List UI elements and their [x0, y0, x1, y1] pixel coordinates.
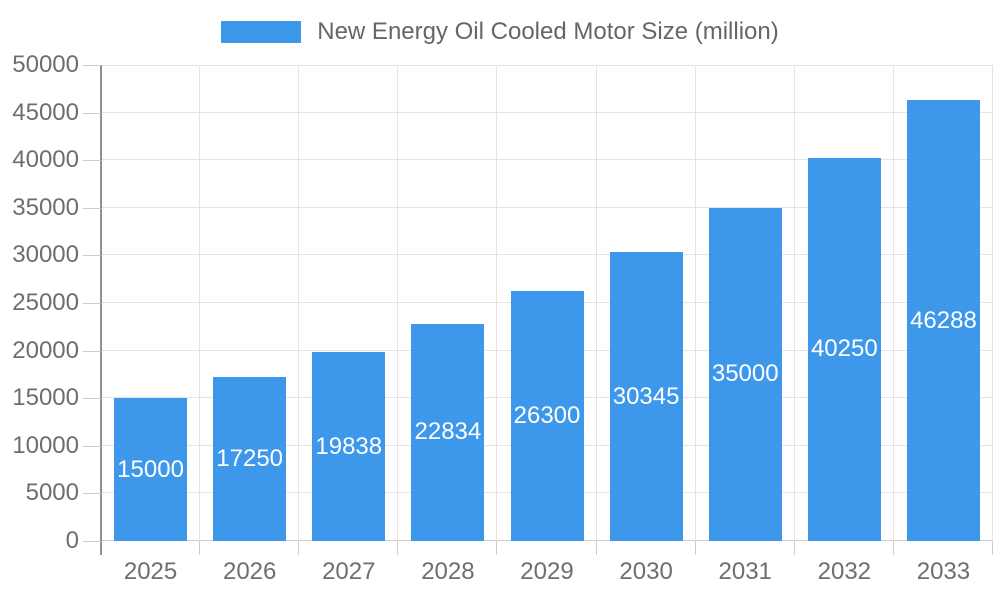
- bar-value-label: 30345: [612, 382, 680, 410]
- y-gridline: [101, 159, 993, 161]
- x-axis-label-2028: 2028: [421, 558, 475, 585]
- y-axis-tick: [83, 112, 101, 114]
- y-axis-tick: [83, 445, 101, 447]
- x-axis-label-2032: 2032: [817, 558, 872, 585]
- y-axis-tick: [83, 303, 101, 304]
- y-axis-label: 20000: [12, 336, 79, 364]
- x-axis-label-2031: 2031: [718, 558, 772, 585]
- bar-2033[interactable]: 46288: [906, 100, 980, 541]
- y-axis-tick: [83, 493, 101, 495]
- y-axis-label: 5000: [25, 479, 79, 507]
- x-gridline: [694, 65, 696, 541]
- x-gridline: [397, 65, 399, 541]
- x-axis-tick: [992, 541, 993, 555]
- x-gridline: [892, 65, 894, 541]
- bar-2030[interactable]: 30345: [609, 252, 683, 541]
- x-axis-tick: [199, 541, 201, 555]
- y-axis-tick: [83, 350, 101, 352]
- bar-value-label: 15000: [117, 455, 184, 483]
- bar-value-label: 17250: [216, 444, 284, 472]
- bar-2029[interactable]: 26300: [510, 290, 584, 541]
- bar-2032[interactable]: 40250: [807, 157, 881, 541]
- x-axis-label-2033: 2033: [916, 558, 971, 585]
- x-axis-tick: [298, 541, 300, 555]
- bar-2025[interactable]: 15000: [114, 398, 188, 541]
- x-axis-tick: [595, 541, 597, 555]
- y-gridline: [101, 206, 993, 208]
- x-gridline: [992, 65, 993, 541]
- bar-value-label: 26300: [513, 401, 581, 429]
- x-axis-label-2027: 2027: [322, 558, 376, 585]
- x-gridline: [298, 65, 300, 541]
- y-gridline: [101, 65, 993, 66]
- x-gridline: [496, 65, 498, 541]
- y-axis-label: 0: [65, 527, 79, 554]
- bar-value-label: 40250: [810, 335, 878, 363]
- y-gridline: [101, 254, 993, 256]
- bar-2027[interactable]: 19838: [312, 352, 386, 541]
- y-axis-label: 10000: [12, 431, 79, 459]
- y-axis-label: 30000: [12, 241, 79, 269]
- y-axis-tick: [83, 160, 101, 162]
- x-gridline: [595, 65, 597, 541]
- y-axis-tick: [83, 65, 101, 66]
- legend-item[interactable]: New Energy Oil Cooled Motor Size (millio…: [0, 18, 1000, 46]
- y-axis-label: 15000: [12, 384, 79, 412]
- x-axis-tick: [496, 541, 498, 555]
- y-axis-label: 25000: [12, 289, 79, 316]
- bar-2026[interactable]: 17250: [213, 376, 287, 541]
- x-axis-tick: [694, 541, 696, 555]
- plot-area: 15000 17250 19838 22834 26300 30345 35000 40250…: [101, 65, 993, 541]
- x-axis-tick: [397, 541, 399, 555]
- x-axis-label-2025: 2025: [123, 558, 178, 585]
- y-axis-tick: [83, 398, 101, 400]
- y-axis-label: 40000: [12, 146, 79, 174]
- legend-label: New Energy Oil Cooled Motor Size (millio…: [317, 18, 779, 45]
- y-axis-label: 50000: [12, 51, 79, 78]
- x-axis-tick: [892, 541, 894, 555]
- y-axis-line: [100, 65, 102, 555]
- bar-value-label: 35000: [711, 360, 779, 388]
- x-axis-label-2029: 2029: [520, 558, 574, 585]
- bar-value-label: 22834: [414, 418, 482, 446]
- x-axis-label-2030: 2030: [619, 558, 673, 585]
- x-gridline: [199, 65, 201, 541]
- y-axis-label: 35000: [12, 193, 79, 221]
- y-axis-label: 45000: [12, 98, 79, 126]
- bar-value-label: 46288: [910, 306, 977, 334]
- y-gridline: [101, 111, 993, 113]
- bar-2028[interactable]: 22834: [411, 323, 485, 541]
- y-axis-tick: [83, 541, 101, 542]
- y-axis-tick: [83, 207, 101, 209]
- y-axis-tick: [83, 255, 101, 257]
- bar-value-label: 19838: [315, 432, 383, 460]
- x-gridline: [793, 65, 795, 541]
- x-axis-tick: [793, 541, 795, 555]
- x-axis-label-2026: 2026: [222, 558, 277, 585]
- bar-2031[interactable]: 35000: [708, 207, 782, 541]
- legend-swatch-icon: [221, 21, 302, 43]
